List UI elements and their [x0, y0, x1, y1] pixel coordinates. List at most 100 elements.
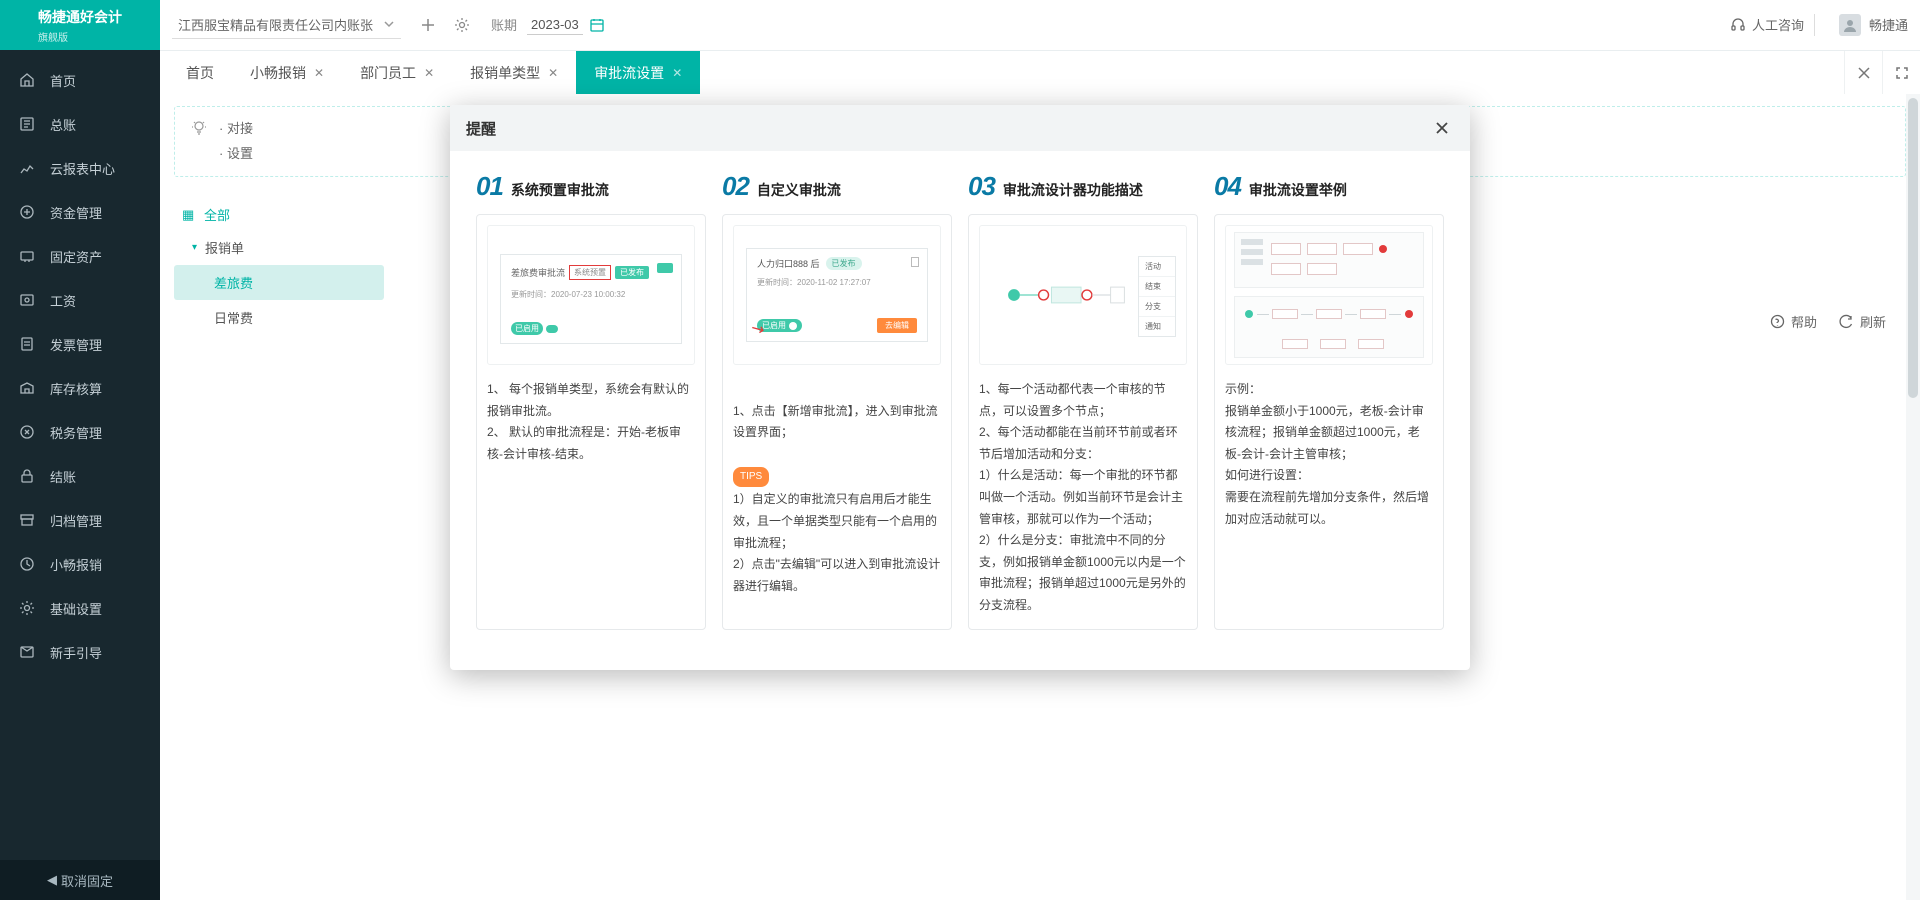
close-icon[interactable]: ✕ [314, 66, 324, 80]
tree-group-label: 报销单 [205, 238, 244, 257]
close-icon[interactable]: ✕ [424, 66, 434, 80]
asset-icon [18, 247, 36, 265]
thumb-toggle: 已启用 [511, 322, 543, 335]
username: 畅捷通 [1869, 15, 1908, 34]
step-desc: 1、每一个活动都代表一个审核的节点，可以设置多个节点； 2、每个活动都能在当前环… [979, 379, 1187, 617]
tree-all-label: 全部 [204, 205, 230, 224]
modal-header: 提醒 [450, 105, 1470, 151]
consult-label: 人工咨询 [1752, 15, 1804, 34]
tab-type[interactable]: 报销单类型 ✕ [452, 51, 576, 94]
thumb-name: 人力归口888 后 [757, 257, 820, 270]
menu-item: 结束 [1139, 277, 1175, 297]
scrollbar-thumb[interactable] [1908, 98, 1918, 398]
tab-label: 报销单类型 [470, 63, 540, 83]
nav-report[interactable]: 云报表中心 [0, 146, 160, 190]
nav-label: 小畅报销 [50, 555, 102, 574]
step-thumbnail [1225, 225, 1433, 365]
tax-icon [18, 423, 36, 441]
lock-icon [18, 467, 36, 485]
tab-label: 审批流设置 [594, 63, 664, 83]
user-menu[interactable]: 畅捷通 [1839, 14, 1908, 36]
thumb-time-value: 2020-11-02 17:27:07 [797, 278, 871, 287]
nav-label: 结账 [50, 467, 76, 486]
tab-dept[interactable]: 部门员工✕ [342, 51, 452, 94]
modal-close-button[interactable] [1430, 116, 1454, 140]
refresh-button[interactable]: 刷新 [1839, 312, 1886, 331]
ledger-icon [18, 115, 36, 133]
step-number: 04 [1214, 171, 1241, 202]
nav-label: 新手引导 [50, 643, 102, 662]
sidebar-pin-toggle[interactable]: ◀ 取消固定 [0, 860, 160, 900]
settings-button[interactable] [448, 11, 476, 39]
step-title: 审批流设计器功能描述 [1003, 180, 1143, 200]
tips-badge: TIPS [733, 467, 769, 487]
refresh-label: 刷新 [1860, 312, 1886, 331]
nav-expense[interactable]: 小畅报销 [0, 542, 160, 586]
nav-ledger[interactable]: 总账 [0, 102, 160, 146]
steps-row: 01 系统预置审批流 差旅费审批流 系统预置 已发布 [476, 171, 1444, 630]
close-all-button[interactable] [1844, 51, 1882, 94]
nav-guide[interactable]: 新手引导 [0, 630, 160, 674]
step-card: 差旅费审批流 系统预置 已发布 更新时间：2020-07-23 10:00:32… [476, 214, 706, 630]
tree-group[interactable]: ▾ 报销单 [174, 230, 384, 265]
step-number: 02 [722, 171, 749, 202]
nav-inventory[interactable]: 库存核算 [0, 366, 160, 410]
help-button[interactable]: 帮助 [1770, 312, 1817, 331]
nav-archive[interactable]: 归档管理 [0, 498, 160, 542]
period-label: 账期 [491, 15, 517, 34]
tree-item-label: 日常费 [214, 311, 253, 326]
step-number: 03 [968, 171, 995, 202]
nav-home[interactable]: 首页 [0, 58, 160, 102]
nav-label: 固定资产 [50, 247, 102, 266]
tab-home[interactable]: 首页 [168, 51, 232, 94]
tree-item-travel[interactable]: 差旅费 [174, 265, 384, 300]
nav-close-book[interactable]: 结账 [0, 454, 160, 498]
sidebar-nav: 首页 总账 云报表中心 资金管理 固定资产 工资 发票管理 库存核算 税务管理 … [0, 50, 160, 860]
left-tree: ▦ 全部 ▾ 报销单 差旅费 日常费 [174, 199, 384, 335]
report-icon [18, 159, 36, 177]
step-thumbnail: 差旅费审批流 系统预置 已发布 更新时间：2020-07-23 10:00:32… [487, 225, 695, 365]
company-selector[interactable]: 江西服宝精品有限责任公司内账张 [172, 11, 401, 39]
close-icon[interactable]: ✕ [548, 66, 558, 80]
scrollbar-track[interactable] [1906, 94, 1920, 900]
close-icon[interactable]: ✕ [672, 66, 682, 80]
nav-label: 云报表中心 [50, 159, 115, 178]
tree-item-daily[interactable]: 日常费 [174, 300, 384, 335]
nav-label: 资金管理 [50, 203, 102, 222]
nav-fund[interactable]: 资金管理 [0, 190, 160, 234]
tab-approval[interactable]: 审批流设置 ✕ [576, 51, 700, 94]
modal-title: 提醒 [466, 118, 496, 139]
divider [1814, 14, 1815, 36]
thumb-time-label: 更新时间： [757, 278, 797, 287]
gear-icon [18, 599, 36, 617]
nav-settings[interactable]: 基础设置 [0, 586, 160, 630]
archive-icon [18, 511, 36, 529]
calendar-icon[interactable] [589, 17, 605, 33]
step-number: 01 [476, 171, 503, 202]
sidebar-footer-label: 取消固定 [61, 871, 113, 890]
chevron-down-icon [383, 18, 395, 30]
hint-line: · 设置 [219, 142, 253, 167]
company-name: 江西服宝精品有限责任公司内账张 [178, 15, 373, 34]
tree-all[interactable]: ▦ 全部 [174, 199, 384, 230]
step-card: 活动 结束 分支 通知 1、每一个活动都代表一个审核的节点，可以设置多个节点； … [968, 214, 1198, 630]
menu-item: 分支 [1139, 297, 1175, 317]
tab-label: 首页 [186, 63, 214, 83]
menu-item: 活动 [1139, 257, 1175, 277]
tab-expense[interactable]: 小畅报销✕ [232, 51, 342, 94]
nav-salary[interactable]: 工资 [0, 278, 160, 322]
tabs-actions [1844, 51, 1920, 94]
thumb-time-label: 更新时间： [511, 290, 551, 299]
add-button[interactable] [414, 11, 442, 39]
help-label: 帮助 [1791, 312, 1817, 331]
period-value[interactable]: 2023-03 [527, 15, 583, 35]
nav-tax[interactable]: 税务管理 [0, 410, 160, 454]
reminder-modal: 提醒 01 系统预置审批流 差旅费审批流 [450, 105, 1470, 670]
step-4: 04 审批流设置举例 [1214, 171, 1444, 630]
tabs-row: 首页 小畅报销✕ 部门员工✕ 报销单类型 ✕ 审批流设置 ✕ [160, 50, 1920, 94]
consult-button[interactable]: 人工咨询 [1730, 15, 1804, 34]
inventory-icon [18, 379, 36, 397]
nav-invoice[interactable]: 发票管理 [0, 322, 160, 366]
nav-asset[interactable]: 固定资产 [0, 234, 160, 278]
fullscreen-button[interactable] [1882, 51, 1920, 94]
